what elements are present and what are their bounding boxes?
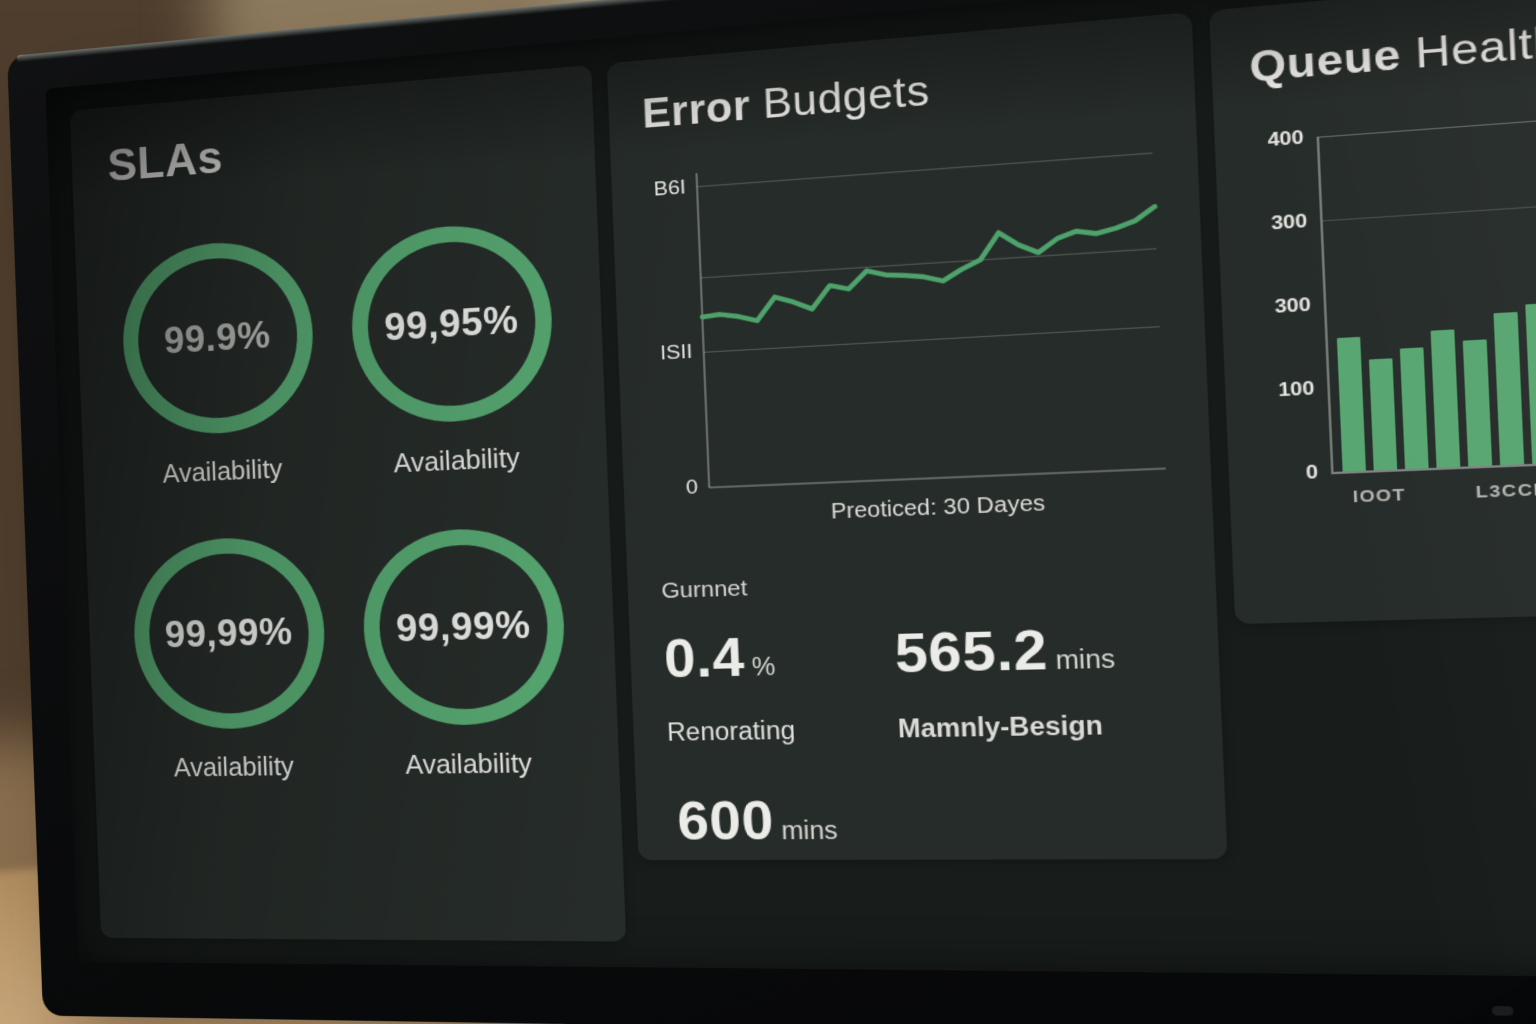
bar-chart-gridline bbox=[1322, 187, 1536, 222]
stat-unit: mins bbox=[780, 816, 839, 845]
stats-section-label: Gurnnet bbox=[660, 575, 748, 604]
sla-gauges: 99.9% Availability 99,95% Availability 99,99… bbox=[105, 218, 587, 784]
line-chart-x-axis-label: Preoticed: 30 Dayes bbox=[830, 491, 1046, 524]
stat-unit: mins bbox=[1054, 644, 1116, 675]
queue-bar bbox=[1525, 302, 1536, 464]
monitor-button-icon bbox=[1491, 1006, 1514, 1016]
sla-gauge: 99.9% Availability bbox=[119, 236, 319, 491]
bar-chart-y-tick-label: 100 bbox=[1277, 377, 1315, 401]
sla-gauge-value: 99,95% bbox=[383, 297, 520, 349]
dashboard-screen: SLAs 99.9% Availability 99,95% Availability… bbox=[45, 0, 1536, 981]
panel-title-error-budgets: Error Budgets bbox=[641, 49, 1157, 138]
error-budget-line-chart: B6I ISII 0 bbox=[653, 139, 1165, 499]
error-budget-stats: Gurnnet 0.4 % Renorating 565.2 bbox=[661, 562, 1190, 852]
sla-gauge: 99,95% Availability bbox=[348, 219, 558, 481]
monitor: SLAs 99.9% Availability 99,95% Availability… bbox=[7, 0, 1536, 1024]
stat-remaining: 0.4 % Renorating bbox=[663, 622, 899, 747]
stat-number: 565.2 bbox=[893, 618, 1050, 685]
monitor-control-buttons bbox=[1491, 1006, 1536, 1018]
queue-bar bbox=[1368, 357, 1398, 471]
sla-gauge-value: 99,99% bbox=[395, 603, 532, 650]
queue-health-bar-chart: 400 300 300 100 0 bbox=[1267, 99, 1536, 483]
stat-total-mins: 600 mins bbox=[669, 785, 1189, 852]
sla-gauge-value: 99,99% bbox=[164, 610, 294, 656]
bar-chart-y-tick-label: 300 bbox=[1274, 293, 1312, 318]
title-word: Queue bbox=[1248, 30, 1403, 91]
stat-label: Renorating bbox=[666, 716, 796, 747]
panel-error-budgets: Error Budgets B6I ISII 0 Preoticed: 30 Day… bbox=[606, 12, 1228, 861]
queue-bar bbox=[1430, 329, 1461, 468]
queue-bar bbox=[1399, 346, 1429, 469]
sla-gauge: 99,99% Availability bbox=[360, 525, 570, 782]
line-chart-svg bbox=[696, 139, 1165, 488]
stat-number: 600 bbox=[676, 790, 776, 852]
bar-chart-y-tick-label: 0 bbox=[1305, 461, 1319, 484]
line-chart-y-tick-label: ISII bbox=[659, 341, 693, 366]
sla-gauge-ring: 99.9% bbox=[119, 236, 317, 438]
stat-value: 565.2 mins bbox=[894, 614, 1183, 685]
sla-gauge-label: Availability bbox=[162, 454, 283, 489]
title-word: Budgets bbox=[761, 68, 931, 128]
stat-label: Mamnly-Besign bbox=[897, 710, 1104, 743]
bar-chart-x-tick-label: L3CCII bbox=[1475, 479, 1536, 503]
stat-value: 600 mins bbox=[676, 785, 1189, 852]
sla-gauge: 99,99% Availability bbox=[130, 534, 330, 784]
queue-bar bbox=[1493, 311, 1525, 466]
queue-bar bbox=[1462, 339, 1493, 467]
sla-gauge-value: 99.9% bbox=[163, 313, 272, 362]
stats-grid: 0.4 % Renorating 565.2 mins Mamnly-Besig… bbox=[663, 614, 1185, 747]
queue-bar bbox=[1336, 336, 1366, 472]
sla-gauge-ring: 99,99% bbox=[360, 525, 568, 727]
sla-gauge-label: Availability bbox=[393, 443, 521, 479]
line-chart-y-tick-label: B6I bbox=[653, 175, 687, 201]
stat-budget-mins: 565.2 mins Mamnly-Besign bbox=[894, 614, 1185, 744]
title-word: Health bbox=[1414, 17, 1536, 78]
panel-slas: SLAs 99.9% Availability 99,95% Availability… bbox=[69, 64, 627, 942]
line-chart-y-tick-label: 0 bbox=[685, 476, 699, 500]
sla-gauge-label: Availability bbox=[404, 749, 533, 781]
panel-title-queue-health: Queue Health bbox=[1248, 0, 1536, 91]
title-word: Error bbox=[641, 83, 752, 138]
bar-chart-y-tick-label: 300 bbox=[1270, 209, 1308, 235]
panel-title-slas: SLAs bbox=[106, 132, 224, 192]
bar-chart-gridline bbox=[1319, 99, 1536, 138]
bar-chart-y-tick-label: 400 bbox=[1266, 126, 1305, 151]
sla-gauge-label: Availability bbox=[173, 752, 295, 783]
stat-value: 0.4 % bbox=[663, 622, 896, 690]
sla-gauge-ring: 99,99% bbox=[130, 534, 328, 731]
stat-number: 0.4 bbox=[662, 626, 746, 690]
bar-chart-x-tick-label: IOOT bbox=[1352, 485, 1407, 507]
sla-gauge-ring: 99,95% bbox=[348, 219, 556, 427]
stat-unit: % bbox=[751, 652, 776, 681]
